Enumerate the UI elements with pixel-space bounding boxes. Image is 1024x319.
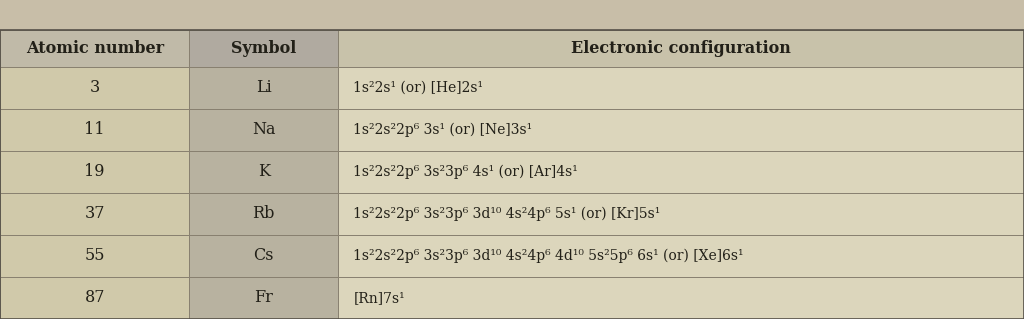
Bar xyxy=(338,277,1024,319)
Bar xyxy=(189,30,338,67)
Text: 55: 55 xyxy=(84,248,105,264)
Bar xyxy=(189,151,338,193)
Text: Atomic number: Atomic number xyxy=(26,40,164,57)
Bar xyxy=(189,277,338,319)
Bar xyxy=(338,109,1024,151)
Bar xyxy=(0,0,1024,30)
Text: Symbol: Symbol xyxy=(231,40,296,57)
Bar xyxy=(189,235,338,277)
Text: 1s²2s²2p⁶ 3s²3p⁶ 3d¹⁰ 4s²4p⁶ 4d¹⁰ 5s²5p⁶ 6s¹ (or) [Xe]6s¹: 1s²2s²2p⁶ 3s²3p⁶ 3d¹⁰ 4s²4p⁶ 4d¹⁰ 5s²5p⁶… xyxy=(353,249,743,263)
Text: Rb: Rb xyxy=(253,205,274,222)
Bar xyxy=(338,235,1024,277)
Bar xyxy=(0,277,189,319)
Bar xyxy=(189,193,338,235)
Bar xyxy=(189,109,338,151)
Text: 1s²2s²2p⁶ 3s²3p⁶ 4s¹ (or) [Ar]4s¹: 1s²2s²2p⁶ 3s²3p⁶ 4s¹ (or) [Ar]4s¹ xyxy=(353,165,578,179)
Text: 11: 11 xyxy=(84,122,105,138)
Bar xyxy=(338,67,1024,109)
Text: 1s²2s²2p⁶ 3s²3p⁶ 3d¹⁰ 4s²4p⁶ 5s¹ (or) [Kr]5s¹: 1s²2s²2p⁶ 3s²3p⁶ 3d¹⁰ 4s²4p⁶ 5s¹ (or) [K… xyxy=(353,207,660,221)
Bar xyxy=(0,193,189,235)
Text: Cs: Cs xyxy=(253,248,274,264)
Text: Fr: Fr xyxy=(254,290,273,307)
Text: [Rn]7s¹: [Rn]7s¹ xyxy=(353,291,404,305)
Bar xyxy=(338,30,1024,67)
Bar xyxy=(189,67,338,109)
Text: 37: 37 xyxy=(84,205,105,222)
Text: Electronic configuration: Electronic configuration xyxy=(571,40,791,57)
Bar xyxy=(338,193,1024,235)
Bar xyxy=(0,109,189,151)
Text: 1s²2s²2p⁶ 3s¹ (or) [Ne]3s¹: 1s²2s²2p⁶ 3s¹ (or) [Ne]3s¹ xyxy=(353,123,532,137)
Text: 1s²2s¹ (or) [He]2s¹: 1s²2s¹ (or) [He]2s¹ xyxy=(353,81,483,95)
Bar xyxy=(0,235,189,277)
Text: 87: 87 xyxy=(84,290,105,307)
Bar xyxy=(0,67,189,109)
Text: 3: 3 xyxy=(89,79,100,96)
Bar xyxy=(0,151,189,193)
Text: Na: Na xyxy=(252,122,275,138)
Text: Li: Li xyxy=(256,79,271,96)
Bar xyxy=(0,30,189,67)
Bar xyxy=(338,151,1024,193)
Text: 19: 19 xyxy=(84,164,105,181)
Text: K: K xyxy=(258,164,269,181)
